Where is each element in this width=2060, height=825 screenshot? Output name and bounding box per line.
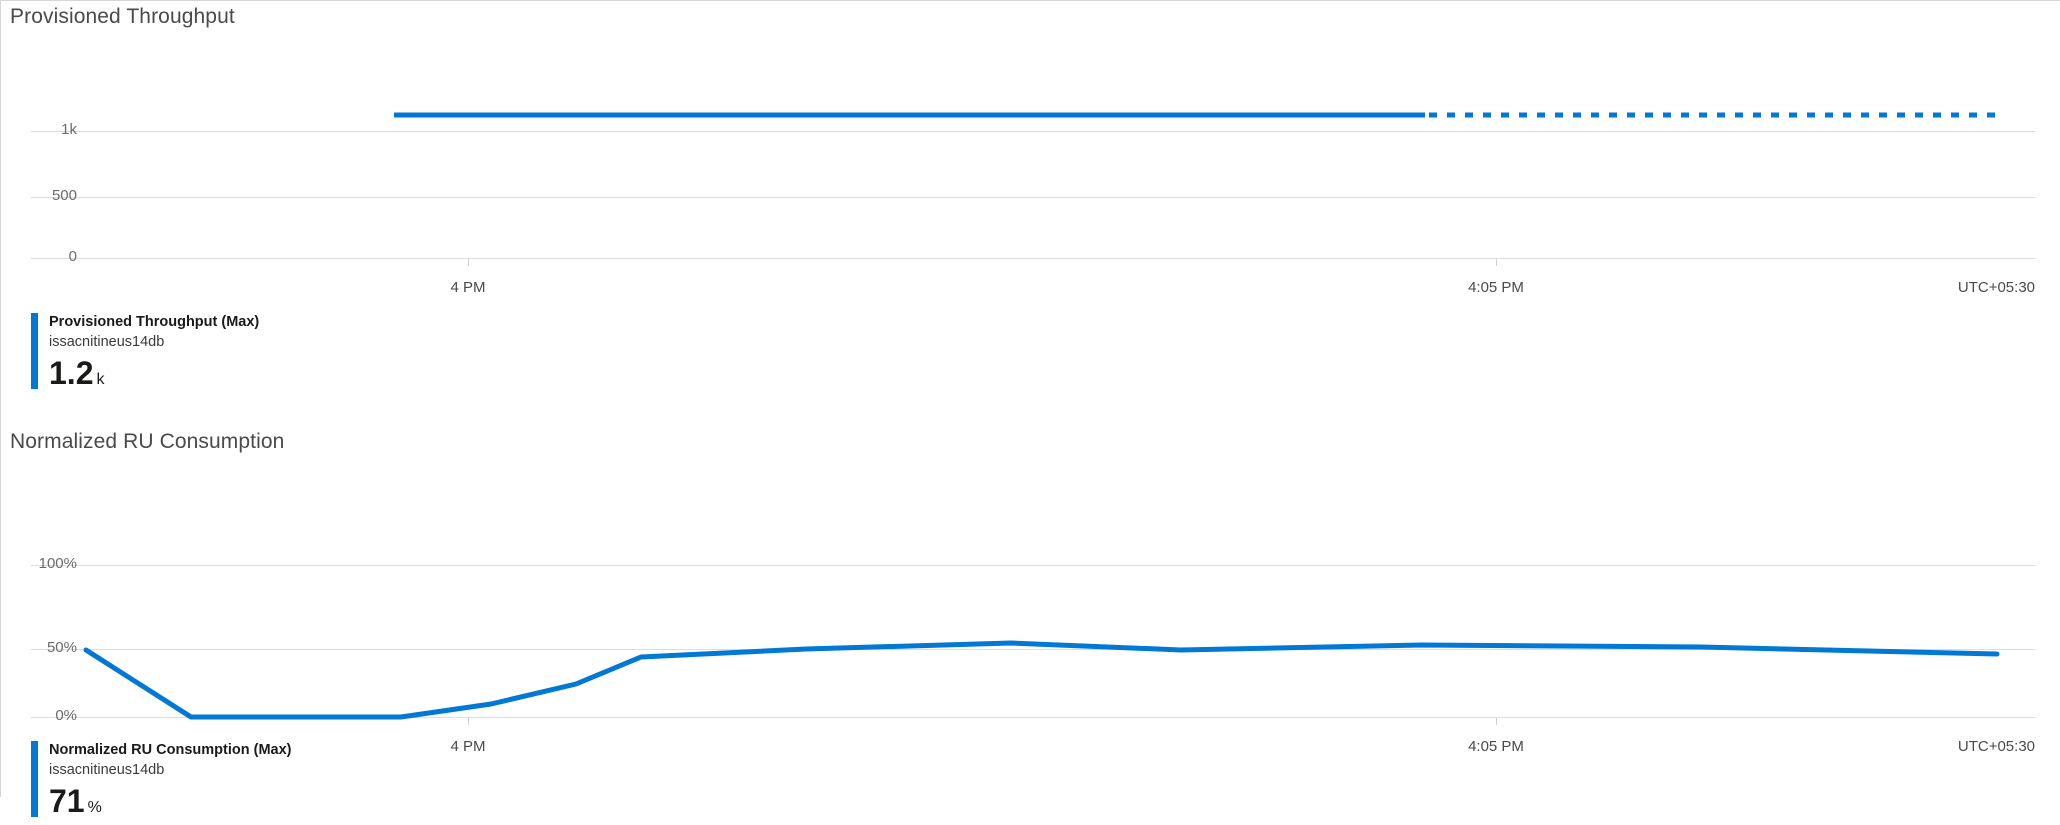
xtick-label-timezone: UTC+05:30 (1957, 279, 2035, 296)
plot-area-normalized-ru-consumption: 100% 50% 0% 4 PM 4:05 PM UTC+05:30 (1, 459, 2060, 755)
gridline-50pct (31, 649, 2035, 650)
ytick-label-1k: 1k (61, 121, 77, 138)
legend-value-unit: k (96, 371, 105, 388)
xtick-label-405pm: 4:05 PM (1468, 738, 1524, 755)
legend-color-swatch (31, 313, 38, 389)
gridline-0pct (31, 717, 2035, 718)
legend-text-block: Normalized RU Consumption (Max) issacnit… (49, 741, 291, 825)
gridline-500 (31, 197, 2035, 198)
series-normalized-ru-consumption (83, 640, 2000, 720)
gridline-0 (31, 258, 2035, 259)
legend-aggregate-value: 1.2 k (49, 356, 259, 397)
xtick-label-4pm: 4 PM (450, 279, 486, 296)
plot-area-provisioned-throughput: 1k 500 0 4 PM 4:05 PM UTC+05:30 (1, 1, 2060, 301)
xtickmark-4pm (468, 259, 469, 266)
ytick-label-0pct: 0% (55, 707, 77, 724)
xtickmark-405pm (1496, 259, 1497, 266)
xtick-label-405pm: 4:05 PM (1468, 279, 1524, 296)
gridline-1k (31, 131, 2035, 132)
chart-title-normalized-ru-consumption: Normalized RU Consumption (10, 430, 285, 453)
gridline-100pct (31, 565, 2035, 566)
ytick-label-500: 500 (51, 187, 77, 204)
legend-resource-name: issacnitineus14db (49, 334, 165, 350)
chart-panel-provisioned-throughput: Provisioned Throughput 1k 500 0 (1, 1, 2060, 401)
chart-panel-normalized-ru-consumption: Normalized RU Consumption 100% 50% 0% (1, 429, 2060, 818)
series-provisioned-throughput (394, 112, 1999, 118)
legend-value-unit: % (87, 799, 102, 816)
legend-metric-name: Normalized RU Consumption (Max) (49, 742, 292, 758)
legend-metric-name: Provisioned Throughput (Max) (49, 314, 260, 330)
legend-color-swatch (31, 741, 38, 817)
legend-value-number: 71 (49, 783, 85, 819)
xtickmark-4pm (468, 718, 469, 725)
ytick-label-0: 0 (68, 248, 77, 265)
xtick-label-4pm: 4 PM (450, 738, 486, 755)
chart-title-provisioned-throughput: Provisioned Throughput (10, 5, 235, 28)
legend-provisioned-throughput[interactable]: Provisioned Throughput (Max) issacnitine… (31, 313, 259, 390)
legend-normalized-ru-consumption[interactable]: Normalized RU Consumption (Max) issacnit… (31, 741, 291, 818)
legend-text-block: Provisioned Throughput (Max) issacnitine… (49, 313, 259, 397)
xtick-label-timezone: UTC+05:30 (1957, 738, 2035, 755)
ytick-label-100pct: 100% (38, 555, 77, 572)
legend-aggregate-value: 71% (49, 784, 291, 825)
ytick-label-50pct: 50% (46, 639, 77, 656)
legend-value-number: 1.2 (49, 355, 94, 391)
xtickmark-405pm (1496, 718, 1497, 725)
legend-resource-name: issacnitineus14db (49, 762, 165, 778)
series-line-solid (83, 640, 2000, 720)
